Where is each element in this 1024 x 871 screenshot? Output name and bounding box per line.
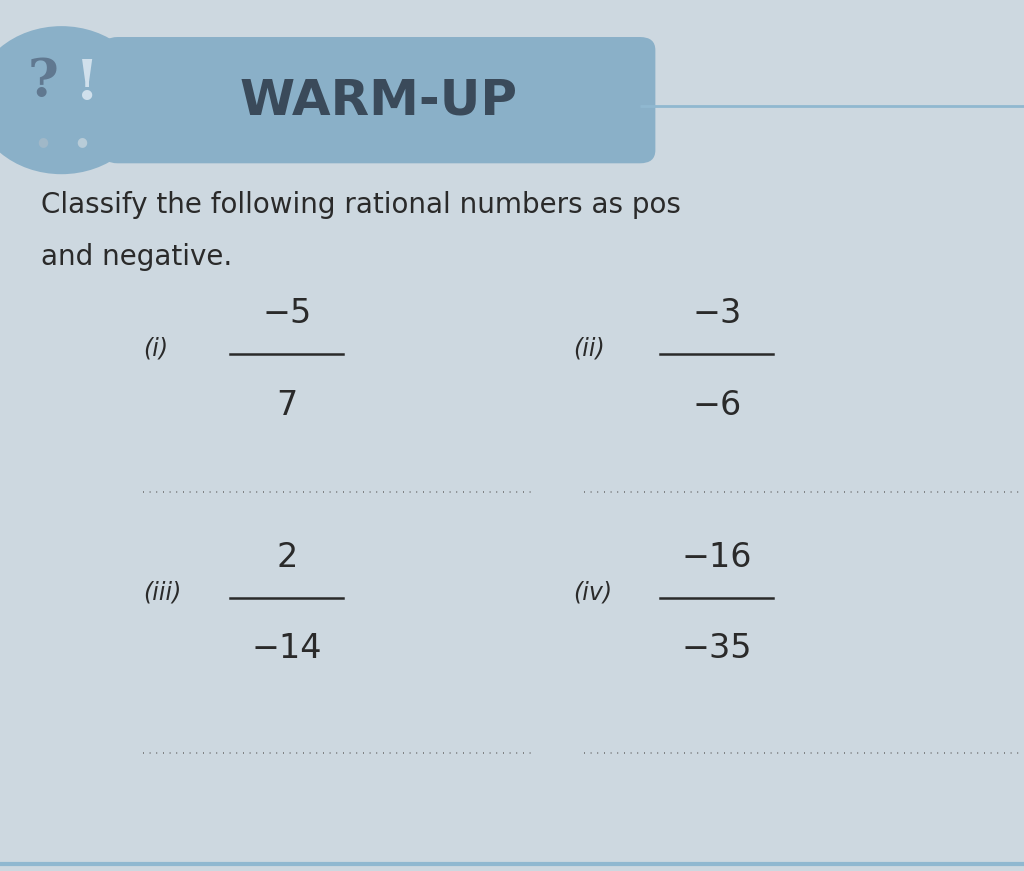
- Text: (iv): (iv): [573, 580, 612, 604]
- Text: 7: 7: [276, 388, 297, 422]
- Text: (iii): (iii): [143, 580, 181, 604]
- Text: −5: −5: [262, 297, 311, 330]
- Text: −6: −6: [692, 388, 741, 422]
- Text: ●: ●: [77, 136, 87, 148]
- FancyBboxPatch shape: [102, 37, 655, 164]
- Text: ●: ●: [38, 136, 48, 148]
- Text: −3: −3: [692, 297, 741, 330]
- Circle shape: [0, 26, 148, 174]
- Text: −16: −16: [682, 541, 752, 574]
- Text: −35: −35: [682, 632, 752, 665]
- Text: (i): (i): [143, 336, 169, 361]
- Text: !: !: [75, 57, 99, 112]
- Text: ?: ?: [28, 56, 58, 106]
- Text: and negative.: and negative.: [41, 243, 232, 271]
- Text: Classify the following rational numbers as pos: Classify the following rational numbers …: [41, 191, 681, 219]
- Text: WARM-UP: WARM-UP: [240, 76, 518, 125]
- Text: (ii): (ii): [573, 336, 605, 361]
- Text: 2: 2: [276, 541, 297, 574]
- Text: −14: −14: [252, 632, 322, 665]
